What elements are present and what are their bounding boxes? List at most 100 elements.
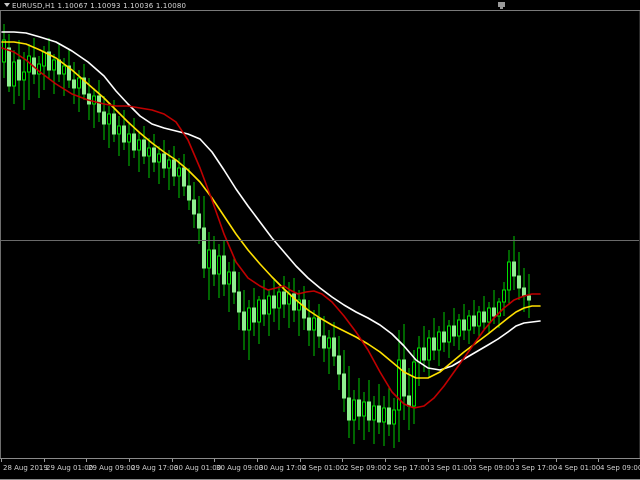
candle-body-bullish [147,147,151,157]
candle-body-bearish [67,65,71,81]
candle-body-bearish [72,79,76,89]
time-axis-top-rule [0,458,640,459]
chart-plot-area[interactable] [1,11,639,458]
candle-body-bullish [127,133,131,143]
time-axis-label: 4 Sep 01:00 [558,464,601,472]
candle-body-bearish [472,315,476,327]
time-axis-label: 2 Sep 17:00 [387,464,430,472]
candle-body-bearish [482,311,486,323]
candle-body-bearish [232,271,236,293]
candle-body-bearish [272,295,276,309]
candle-body-bullish [487,307,491,323]
candle-body-bearish [332,337,336,357]
candle-body-bearish [517,275,521,289]
candle-body-bearish [152,147,156,163]
candle-body-bullish [412,361,416,407]
triangle-down-icon[interactable] [4,3,10,7]
time-axis-tick [1,459,2,462]
candle-body-bullish [42,51,46,67]
candle-body-bearish [187,185,191,201]
candle-body-bullish [257,299,261,323]
moving-average-line [1,31,541,371]
candle-body-bearish [432,337,436,351]
time-axis-label: 30 Aug 01:00 [174,464,222,472]
candlestick-series [2,24,531,448]
candle-body-bullish [477,311,481,327]
candle-body-bullish [397,359,401,411]
candle-body-bearish [527,295,531,301]
candle-body-bullish [2,39,6,63]
candle-body-bearish [82,77,86,95]
moving-average-line [1,47,541,409]
candle-body-bearish [512,261,516,277]
candle-body-bearish [282,291,286,305]
symbol-bar-divider [0,10,640,11]
candle-body-bearish [212,249,216,275]
candle-body-bullish [157,153,161,163]
candle-body-bearish [377,405,381,423]
candle-body-bearish [262,299,266,315]
candle-body-bearish [292,293,296,311]
time-axis-label: 2 Sep 01:00 [302,464,345,472]
candle-body-bullish [267,295,271,315]
candle-body-bearish [132,133,136,151]
candle-body-bearish [242,311,246,331]
candle-body-bullish [312,317,316,331]
symbol-ohlc-label: EURUSD,H1 1.10067 1.10093 1.10036 1.1008… [12,2,187,10]
candle-body-bullish [457,319,461,337]
candle-body-bullish [62,65,66,75]
time-axis-tick [129,459,130,462]
crosshair-horizontal-line [1,240,639,241]
candle-body-bullish [437,331,441,351]
time-axis-label: 2 Sep 09:00 [344,464,387,472]
time-axis-tick [385,459,386,462]
candle-body-bullish [117,125,121,135]
time-axis-label: 3 Sep 01:00 [430,464,473,472]
candle-body-bullish [447,325,451,343]
candle-body-bullish [497,301,501,317]
symbol-bar: EURUSD,H1 1.10067 1.10093 1.10036 1.1008… [0,0,640,11]
candle-body-bullish [502,289,506,303]
candle-body-bearish [422,347,426,361]
candle-body-bullish [167,159,171,169]
candle-body-bearish [442,331,446,343]
candle-body-bearish [7,47,11,87]
time-axis-label: 29 Aug 01:00 [46,464,94,472]
moving-average-line [1,41,541,379]
candle-body-bearish [162,153,166,169]
candle-body-bearish [122,125,126,143]
candle-body-bearish [492,307,496,317]
candle-body-bearish [87,93,91,105]
window-border-left [0,0,1,480]
candle-body-bearish [462,319,466,331]
candle-body-bullish [137,139,141,151]
candle-body-bearish [47,51,51,71]
candle-body-bearish [387,407,391,425]
candle-body-bearish [172,159,176,177]
candle-body-bearish [192,199,196,215]
candle-body-bullish [227,271,231,285]
candle-body-bearish [222,255,226,285]
time-axis-tick [513,459,514,462]
candle-body-bullish [327,337,331,349]
candle-body-bullish [372,405,376,421]
candle-body-bearish [317,317,321,337]
candle-body-bullish [92,95,96,105]
candle-body-bearish [57,59,61,75]
time-axis-tick [470,459,471,462]
candle-body-bullish [207,249,211,269]
candle-body-bullish [12,61,16,87]
candle-body-bullish [217,255,221,275]
candle-body-bullish [22,71,26,81]
time-axis-tick [428,459,429,462]
candle-body-bearish [347,397,351,421]
time-axis-tick [44,459,45,462]
candle-body-bullish [77,77,81,89]
candle-body-bullish [177,167,181,177]
time-axis-label: 29 Aug 09:00 [88,464,136,472]
time-axis-label: 28 Aug 2019 [3,464,48,472]
time-axis-label: 29 Aug 17:00 [131,464,179,472]
candle-body-bullish [352,399,356,421]
candlestick-chart [1,24,541,448]
